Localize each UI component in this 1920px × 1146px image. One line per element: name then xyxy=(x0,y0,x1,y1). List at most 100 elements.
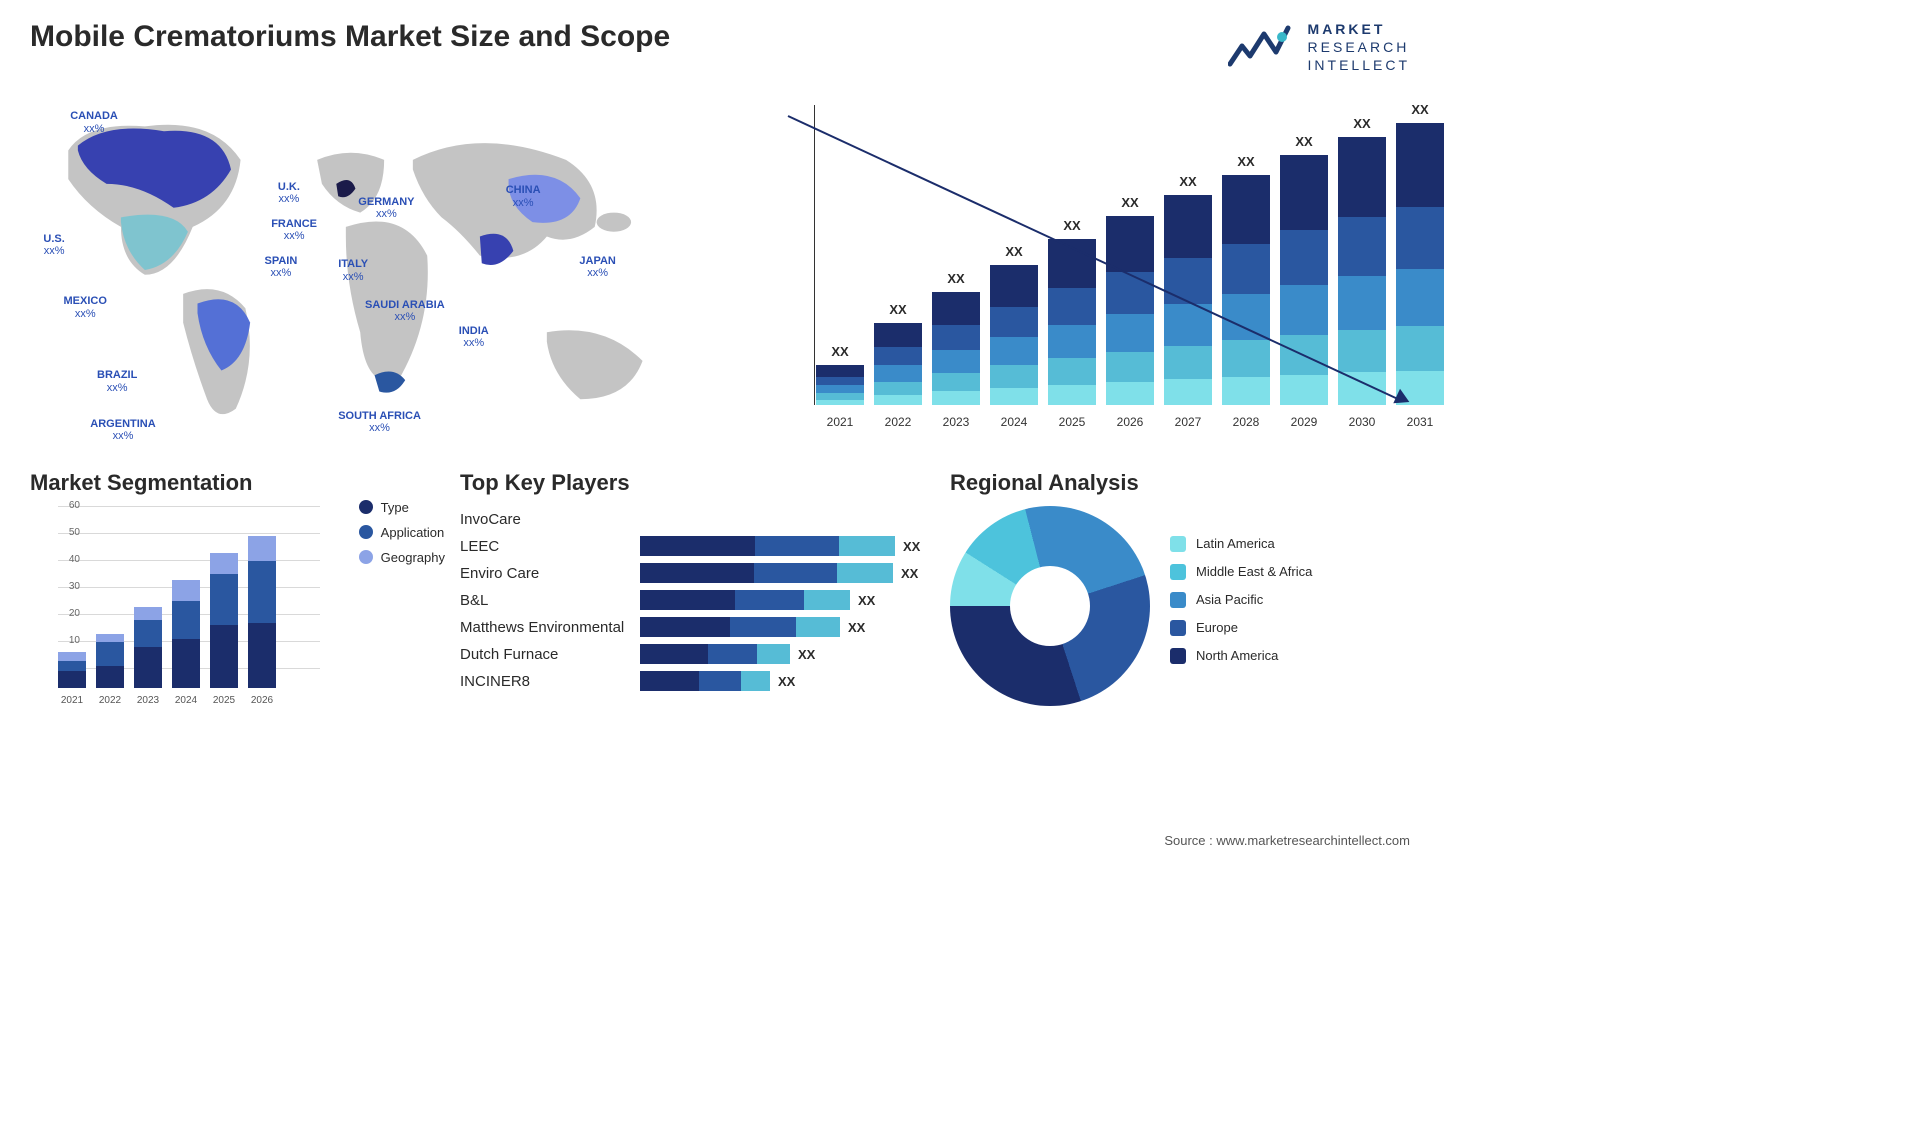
bar-value-label: XX xyxy=(1279,134,1329,149)
player-row: Matthews EnvironmentalXX xyxy=(460,614,930,641)
player-row: B&L XX xyxy=(460,587,930,614)
legend-item: Type xyxy=(359,500,445,515)
year-tick: 2021 xyxy=(814,415,866,429)
key-players-title: Top Key Players xyxy=(460,470,930,496)
donut-center xyxy=(1010,566,1090,646)
world-map: CANADAxx%U.S.xx%MEXICOxx%BRAZILxx%ARGENT… xyxy=(30,85,700,455)
country-label: SOUTH AFRICAxx% xyxy=(338,410,421,434)
legend-item: Geography xyxy=(359,550,445,565)
segmentation-panel: Market Segmentation 01020304050602021202… xyxy=(30,470,440,706)
legend-label: Asia Pacific xyxy=(1196,592,1263,607)
year-tick: 2025 xyxy=(1046,415,1098,429)
player-row: LEEC XX xyxy=(460,533,930,560)
player-bar: XX xyxy=(640,563,930,583)
page-title: Mobile Crematoriums Market Size and Scop… xyxy=(30,20,670,54)
player-row: InvoCare xyxy=(460,506,930,533)
player-bar: XX xyxy=(640,644,930,664)
segmentation-legend: Type Application Geography xyxy=(359,500,445,575)
player-name: B&L xyxy=(460,592,640,609)
y-tick: 60 xyxy=(60,500,80,511)
growth-bar xyxy=(874,323,922,405)
x-tick: 2024 xyxy=(170,695,202,706)
x-tick: 2022 xyxy=(94,695,126,706)
country-label: SAUDI ARABIAxx% xyxy=(365,299,445,323)
logo-text: MARKET RESEARCH INTELLECT xyxy=(1308,20,1410,75)
player-name: InvoCare xyxy=(460,511,640,528)
country-label: JAPANxx% xyxy=(579,255,615,279)
legend-label: Middle East & Africa xyxy=(1196,564,1312,579)
country-label: SPAINxx% xyxy=(265,255,298,279)
country-label: U.S.xx% xyxy=(43,233,64,257)
player-row: INCINER8 XX xyxy=(460,668,930,695)
growth-bar xyxy=(1338,137,1386,405)
legend-swatch xyxy=(1170,648,1186,664)
growth-bar xyxy=(1396,123,1444,405)
legend-label: Europe xyxy=(1196,620,1238,635)
logo-peaks-icon xyxy=(1228,24,1298,70)
legend-swatch xyxy=(359,525,373,539)
x-tick: 2023 xyxy=(132,695,164,706)
y-tick: 40 xyxy=(60,554,80,565)
segmentation-title: Market Segmentation xyxy=(30,470,440,496)
growth-bar-chart: XX2021XX2022XX2023XX2024XX2025XX2026XX20… xyxy=(740,85,1410,455)
segmentation-bar xyxy=(210,553,238,688)
legend-swatch xyxy=(359,550,373,564)
growth-bar xyxy=(1280,155,1328,405)
legend-item: North America xyxy=(1170,648,1312,664)
segmentation-bar xyxy=(58,652,86,687)
player-value: XX xyxy=(903,539,920,554)
regional-panel: Regional Analysis Latin America Middle Ea… xyxy=(950,470,1410,706)
segmentation-bar xyxy=(96,634,124,688)
key-players-panel: Top Key Players InvoCareLEECXXEnviro Car… xyxy=(460,470,930,706)
x-tick: 2021 xyxy=(56,695,88,706)
y-tick: 10 xyxy=(60,635,80,646)
bar-value-label: XX xyxy=(873,302,923,317)
growth-bar xyxy=(1222,175,1270,405)
country-label: GERMANYxx% xyxy=(358,196,414,220)
regional-legend: Latin America Middle East & Africa Asia Pa… xyxy=(1170,536,1312,676)
legend-label: Geography xyxy=(381,550,445,565)
player-name: INCINER8 xyxy=(460,673,640,690)
bar-value-label: XX xyxy=(1221,154,1271,169)
player-value: XX xyxy=(778,674,795,689)
bar-value-label: XX xyxy=(815,344,865,359)
player-name: Enviro Care xyxy=(460,565,640,582)
country-label: CANADAxx% xyxy=(70,110,118,134)
player-bar: XX xyxy=(640,617,930,637)
player-bar: XX xyxy=(640,671,930,691)
player-value: XX xyxy=(858,593,875,608)
year-tick: 2028 xyxy=(1220,415,1272,429)
legend-label: Type xyxy=(381,500,409,515)
player-bar: XX xyxy=(640,536,930,556)
legend-swatch xyxy=(1170,592,1186,608)
player-row: Dutch FurnaceXX xyxy=(460,641,930,668)
country-label: INDIAxx% xyxy=(459,325,489,349)
bar-value-label: XX xyxy=(1163,174,1213,189)
legend-label: Latin America xyxy=(1196,536,1275,551)
player-name: Matthews Environmental xyxy=(460,619,640,636)
player-row: Enviro Care XX xyxy=(460,560,930,587)
player-name: Dutch Furnace xyxy=(460,646,640,663)
legend-label: North America xyxy=(1196,648,1278,663)
player-name: LEEC xyxy=(460,538,640,555)
player-value: XX xyxy=(901,566,918,581)
segmentation-bar xyxy=(248,536,276,687)
segmentation-bar xyxy=(172,580,200,688)
regional-title: Regional Analysis xyxy=(950,470,1410,496)
legend-swatch xyxy=(1170,564,1186,580)
segmentation-bar xyxy=(134,607,162,688)
growth-bar xyxy=(1048,239,1096,405)
gridline xyxy=(58,560,320,561)
year-tick: 2027 xyxy=(1162,415,1214,429)
growth-bar xyxy=(816,365,864,405)
x-tick: 2025 xyxy=(208,695,240,706)
legend-item: Latin America xyxy=(1170,536,1312,552)
bar-value-label: XX xyxy=(1337,116,1387,131)
y-tick: 20 xyxy=(60,608,80,619)
bar-value-label: XX xyxy=(931,271,981,286)
legend-item: Application xyxy=(359,525,445,540)
gridline xyxy=(58,533,320,534)
country-label: ITALYxx% xyxy=(338,258,368,282)
x-tick: 2026 xyxy=(246,695,278,706)
legend-item: Middle East & Africa xyxy=(1170,564,1312,580)
